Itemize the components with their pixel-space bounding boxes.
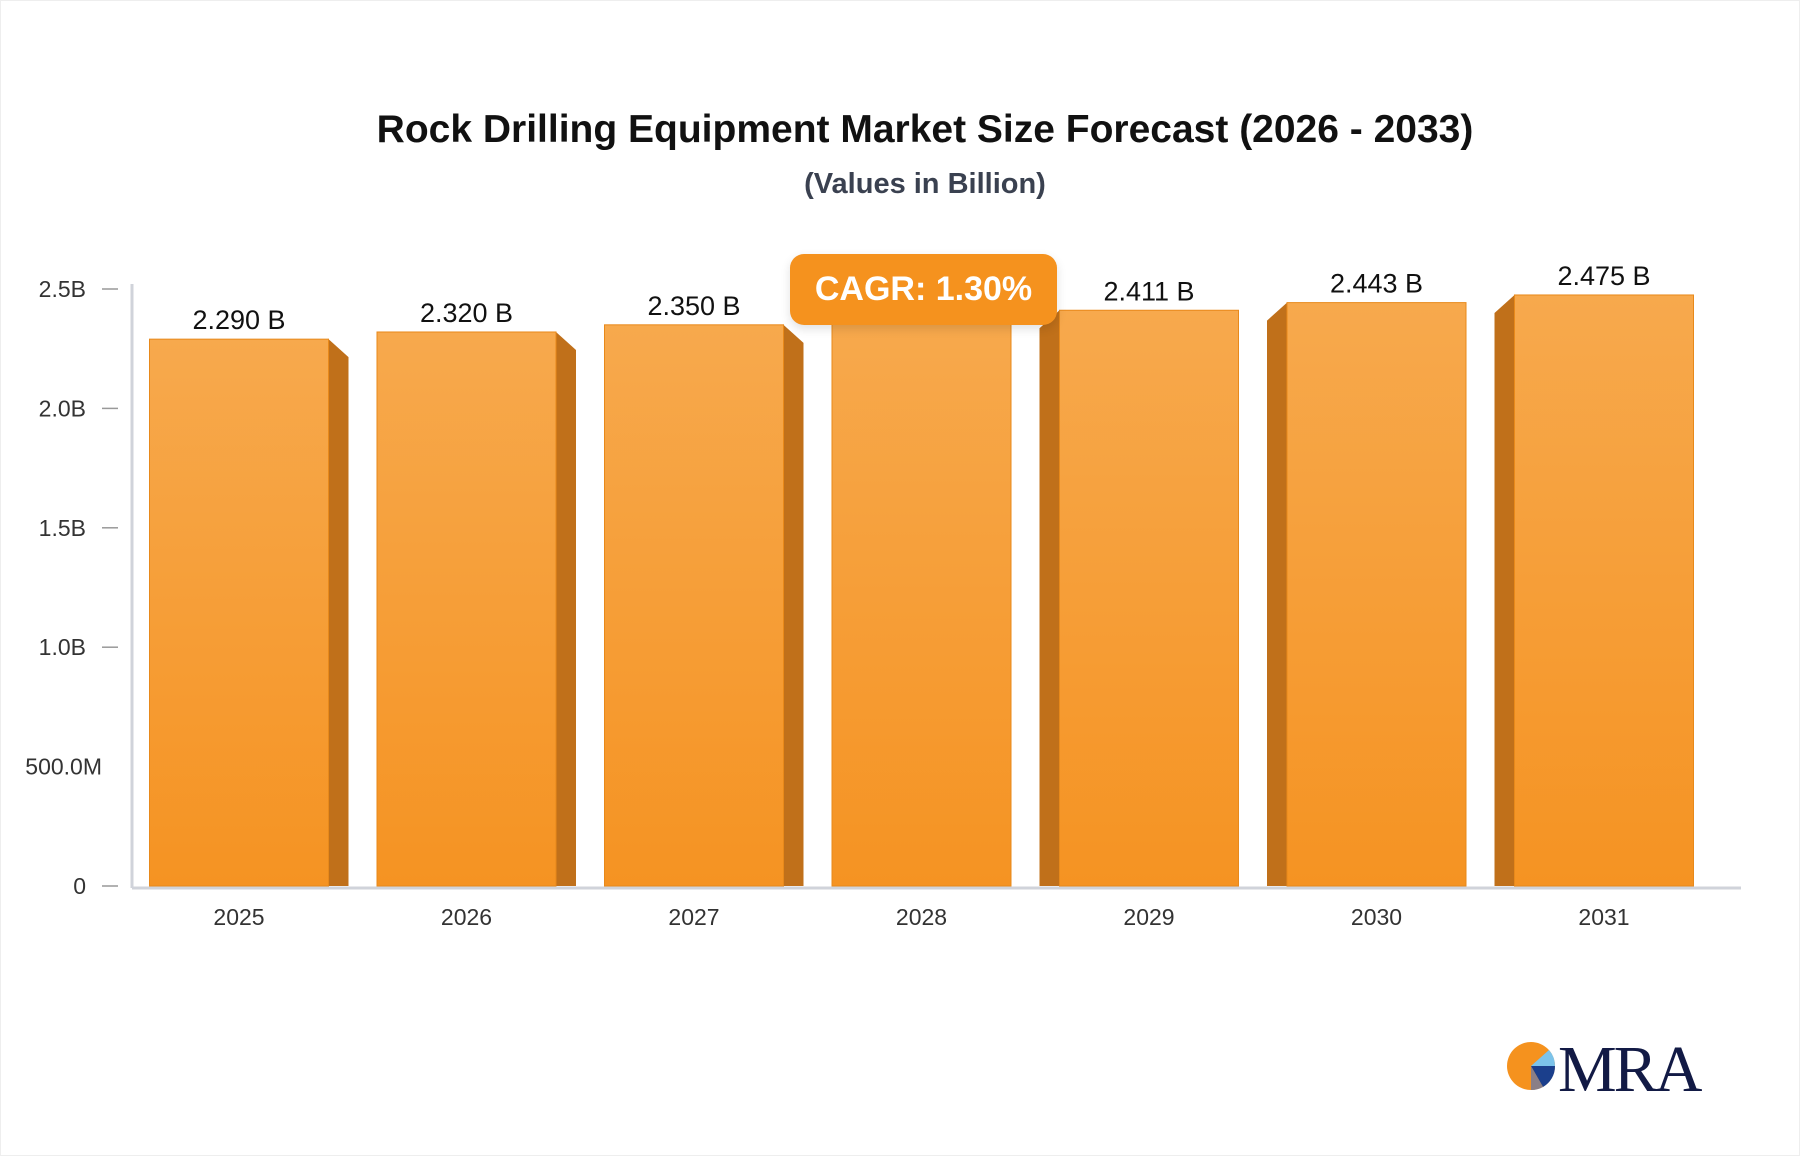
bar-side	[783, 324, 804, 886]
x-tick-label: 2025	[213, 904, 264, 930]
value-label: 2.350 B	[647, 291, 740, 321]
y-tick-label: 1.5B	[39, 515, 86, 541]
x-tick-label: 2030	[1351, 904, 1402, 930]
chart-title: Rock Drilling Equipment Market Size Fore…	[376, 108, 1474, 151]
mra-logo-text: MRA	[1558, 1033, 1702, 1106]
bar-side	[328, 339, 349, 886]
mra-logo-icon	[1507, 1042, 1556, 1091]
bar-2025	[149, 338, 329, 887]
bar-2031	[1514, 294, 1694, 887]
bar-2030	[1286, 302, 1467, 887]
y-tick-label: 2.0B	[39, 395, 86, 421]
bar-2029	[1059, 309, 1239, 887]
bar-2026	[376, 331, 557, 887]
cagr-badge: CAGR: 1.30%	[790, 254, 1057, 325]
bar-side	[1039, 310, 1060, 887]
x-tick-label: 2027	[668, 904, 719, 930]
bar-side	[556, 331, 576, 886]
x-tick-label: 2029	[1123, 904, 1174, 930]
y-tick-label: 500.0M	[25, 754, 102, 780]
y-tick-label: 1.0B	[39, 634, 86, 660]
bar-side	[1494, 294, 1515, 887]
value-label: 2.411 B	[1103, 276, 1194, 306]
x-tick-label: 2028	[896, 904, 947, 930]
bar-side	[1267, 302, 1287, 887]
value-label: 2.290 B	[192, 305, 285, 335]
y-tick-label: 0	[73, 873, 86, 899]
x-tick-label: 2026	[441, 904, 492, 930]
value-label: 2.443 B	[1330, 269, 1423, 299]
value-label: 2.320 B	[420, 298, 513, 328]
value-label: 2.475 B	[1557, 261, 1650, 291]
chart-subtitle: (Values in Billion)	[804, 168, 1046, 200]
bar-2027	[604, 324, 784, 887]
y-tick-label: 2.5B	[39, 276, 86, 302]
x-tick-label: 2031	[1578, 904, 1629, 930]
bar-2028	[831, 317, 1012, 887]
